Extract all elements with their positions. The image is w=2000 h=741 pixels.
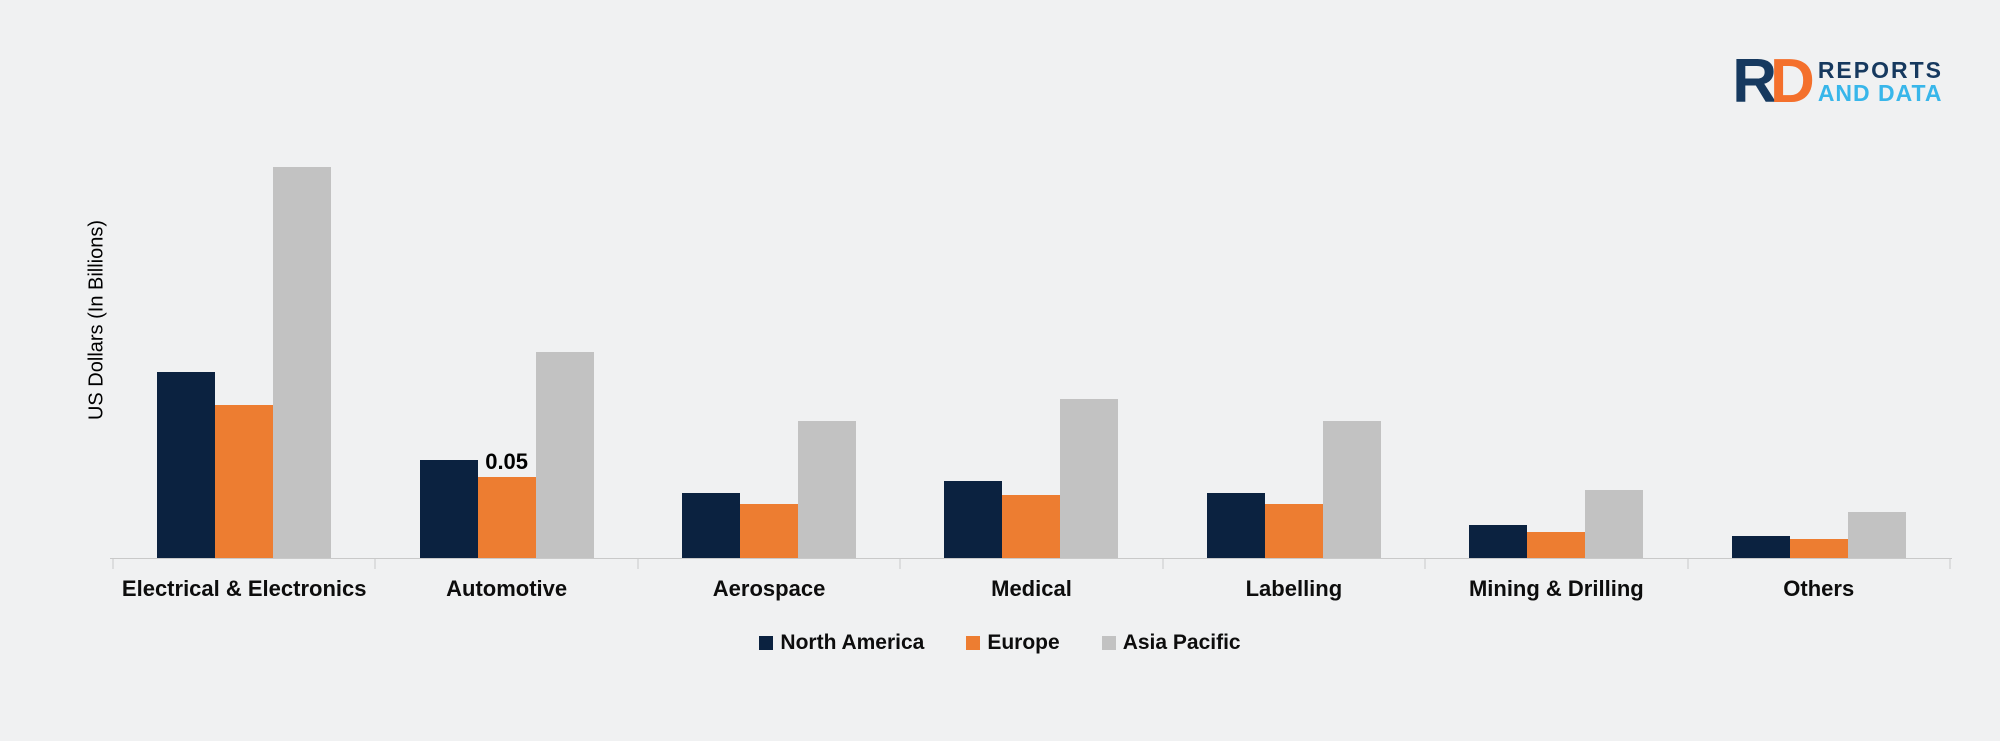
bar-north-america-automotive xyxy=(419,460,478,558)
logo-letter-r: R xyxy=(1732,47,1777,116)
axis-tick xyxy=(1162,558,1164,569)
bar-asia-pacific-mining-drilling xyxy=(1585,489,1644,558)
bar-asia-pacific-medical xyxy=(1060,399,1119,558)
legend-item-europe: Europe xyxy=(966,631,1060,655)
bar-north-america-medical xyxy=(944,481,1003,558)
category-label-electrical-electronics: Electrical & Electronics xyxy=(121,576,367,601)
legend-swatch-icon xyxy=(759,636,774,650)
bar-europe-electrical-electronics xyxy=(215,404,274,558)
axis-tick xyxy=(112,558,114,569)
bar-europe-medical xyxy=(1002,495,1061,558)
logo-text: REPORTS AND DATA xyxy=(1818,59,1943,105)
category-label-medical: Medical xyxy=(991,576,1072,601)
bar-europe-others xyxy=(1789,539,1848,558)
logo-line-reports: REPORTS xyxy=(1817,57,1943,83)
legend-swatch-icon xyxy=(966,636,981,650)
axis-tick xyxy=(374,558,376,569)
category-group-automotive: 0.05 xyxy=(375,118,637,558)
bar-europe-labelling xyxy=(1264,504,1323,558)
legend-item-asia-pacific: Asia Pacific xyxy=(1101,631,1241,655)
category-group-others xyxy=(1688,118,1950,558)
bar-north-america-electrical-electronics xyxy=(157,372,216,558)
bar-asia-pacific-labelling xyxy=(1322,421,1381,558)
bar-europe-mining-drilling xyxy=(1527,531,1586,558)
axis-tick xyxy=(1687,558,1689,569)
legend-swatch-icon xyxy=(1101,636,1116,650)
category-label-automotive: Automotive xyxy=(446,576,568,601)
category-label-aerospace: Aerospace xyxy=(712,576,826,601)
axis-tick xyxy=(1424,558,1426,569)
bar-europe-automotive: 0.05 xyxy=(477,449,536,558)
bar-north-america-mining-drilling xyxy=(1469,525,1528,558)
y-axis-title: US Dollars (In Billions) xyxy=(85,219,108,421)
bar-north-america-aerospace xyxy=(682,492,741,558)
category-group-medical xyxy=(900,118,1162,558)
legend-item-north-america: North America xyxy=(759,631,924,655)
category-label-mining-drilling: Mining & Drilling xyxy=(1468,576,1644,601)
axis-tick xyxy=(1949,558,1951,569)
x-axis-category-labels: Electrical & Electronics Automotive Aerosp… xyxy=(113,576,1950,602)
category-label-labelling: Labelling xyxy=(1245,576,1343,601)
bar-asia-pacific-electrical-electronics xyxy=(273,166,332,558)
x-axis-line xyxy=(110,558,1952,559)
plot-area: 0.05 xyxy=(113,118,1950,558)
legend-label: Asia Pacific xyxy=(1122,631,1241,654)
logo-letter-d: D xyxy=(1770,47,1815,116)
legend-label: North America xyxy=(780,631,925,654)
axis-tick xyxy=(637,558,639,569)
bar-asia-pacific-others xyxy=(1847,512,1906,558)
category-group-aerospace xyxy=(638,118,900,558)
bar-north-america-labelling xyxy=(1206,492,1265,558)
x-axis-ticks xyxy=(112,558,1951,569)
chart-legend: North America Europe Asia Pacific xyxy=(0,631,2000,655)
data-label: 0.05 xyxy=(485,448,529,474)
logo-line-and-data: AND DATA xyxy=(1817,80,1943,106)
legend-label: Europe xyxy=(987,631,1060,654)
category-group-electrical-electronics xyxy=(113,118,375,558)
bar-europe-aerospace xyxy=(740,504,799,558)
category-group-labelling xyxy=(1163,118,1425,558)
category-group-mining-drilling xyxy=(1425,118,1687,558)
bar-asia-pacific-automotive xyxy=(535,351,594,558)
bar-north-america-others xyxy=(1731,536,1790,558)
category-label-others: Others xyxy=(1783,576,1855,601)
bar-asia-pacific-aerospace xyxy=(798,421,857,558)
axis-tick xyxy=(899,558,901,569)
